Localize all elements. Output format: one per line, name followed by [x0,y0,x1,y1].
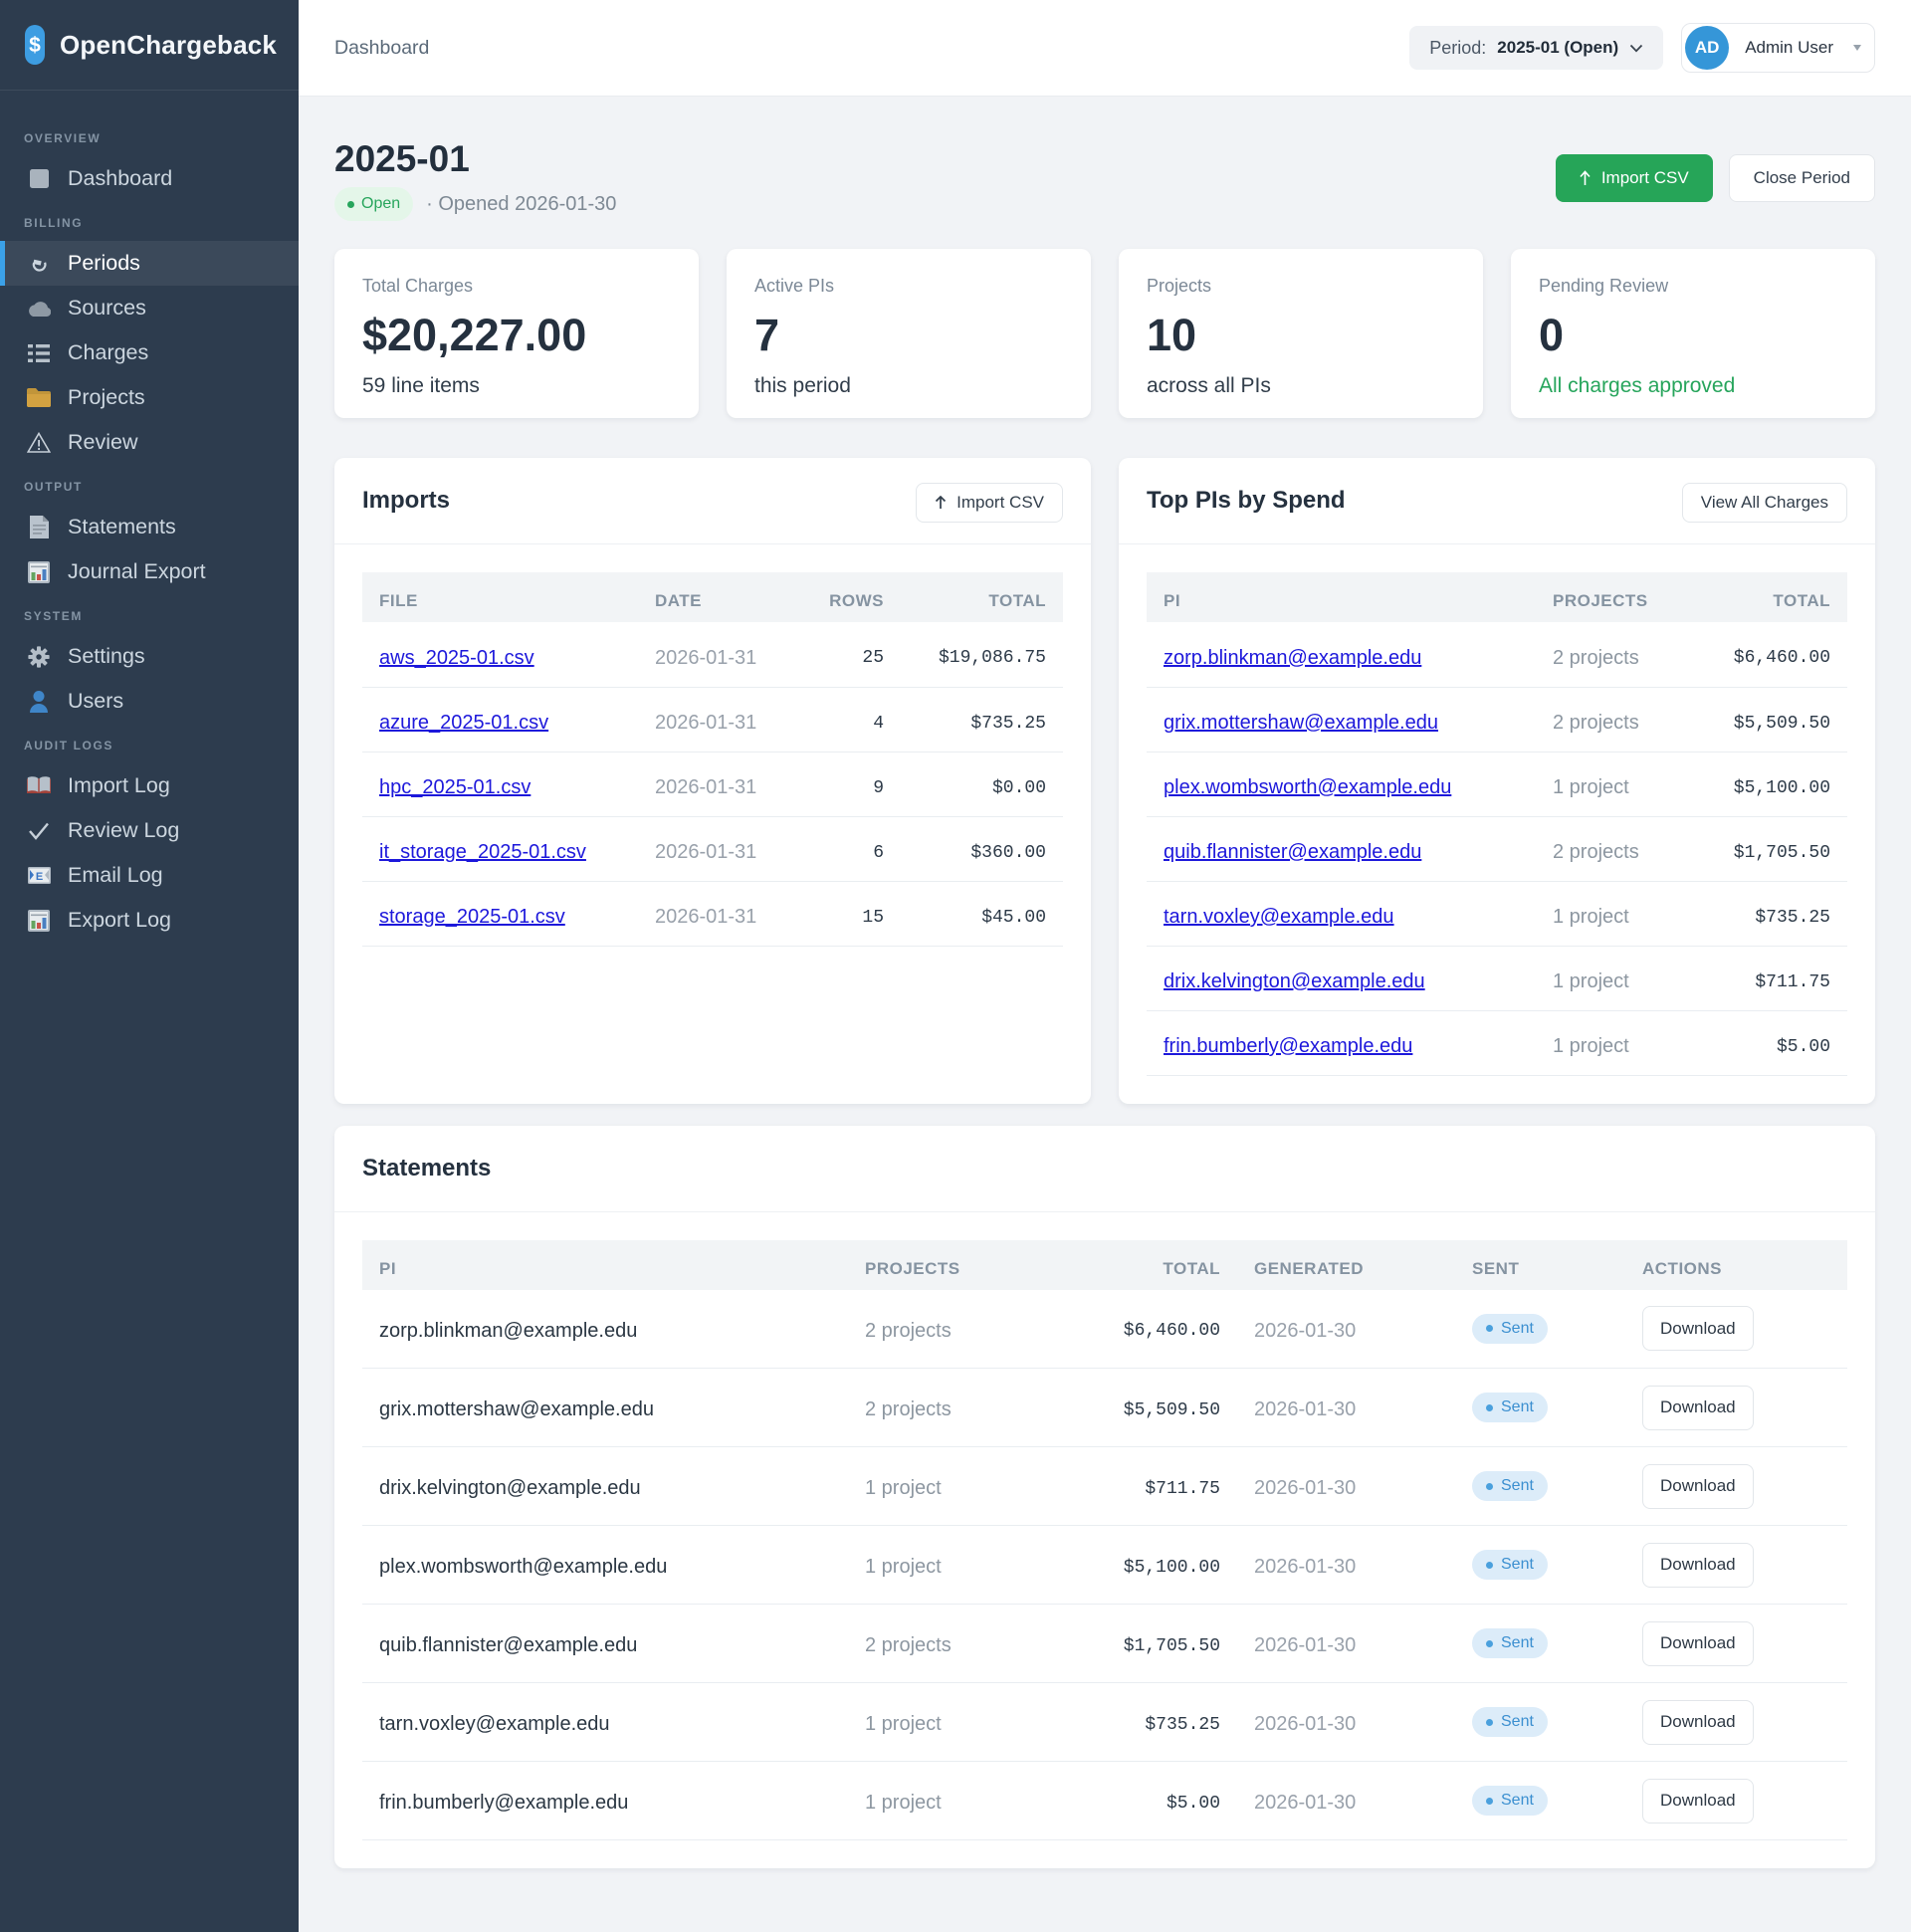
svg-text:E: E [35,871,42,883]
svg-text:$: $ [29,34,41,57]
